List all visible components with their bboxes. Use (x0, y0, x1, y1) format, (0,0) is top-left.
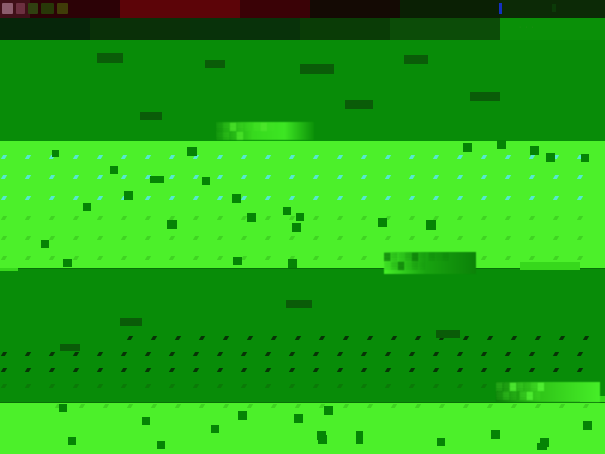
artifact-block (283, 207, 291, 215)
artifact-block (142, 417, 150, 425)
band-region-highlight (0, 141, 605, 268)
artifact-block (463, 143, 472, 152)
artifact-block (59, 404, 67, 412)
artifact-block-bright (0, 268, 18, 271)
text-fragment-lower-line1: ▒░▓▒░▒▓ (496, 382, 545, 391)
artifact-block (294, 414, 303, 423)
text-fragment-lower: ▒░▓▒░▒▓ ░▒░ ▒▓░ (496, 382, 600, 402)
title-bar-seg-4 (240, 0, 310, 18)
band-region-body (0, 268, 605, 403)
artifact-block (187, 147, 197, 156)
artifact-block (426, 220, 436, 230)
artifact-block (68, 437, 76, 445)
artifact-block (150, 176, 164, 183)
artifact-block-bright (520, 262, 580, 270)
artifact-block (546, 153, 555, 162)
toolbar-spacer (500, 18, 605, 40)
artifact-block (83, 203, 91, 211)
artifact-block (52, 150, 59, 157)
band-divider-upper (0, 268, 605, 269)
text-fragment-upper-line2: ░▒░▓ (216, 131, 244, 140)
menu-item-file[interactable] (2, 3, 13, 14)
title-bar-indicator-secondary[interactable] (552, 4, 556, 12)
toolbar[interactable]: · · · (0, 18, 605, 40)
toolbar-group-2[interactable] (90, 18, 190, 40)
title-bar-seg-6 (400, 0, 500, 18)
artifact-block (211, 425, 219, 433)
toolbar-group-5[interactable] (390, 18, 500, 40)
artifact-block (41, 240, 49, 248)
artifact-block (540, 438, 549, 447)
artifact-block (530, 146, 539, 155)
artifact-block-mid (120, 318, 142, 326)
text-fragment-middle-line2: ░▒▓░▒░ (384, 261, 426, 270)
artifact-block (247, 213, 256, 222)
band-divider-lower (0, 402, 605, 403)
artifact-block (378, 218, 387, 227)
title-bar-seg-5 (310, 0, 400, 18)
artifact-block (233, 257, 242, 265)
artifact-block-mid (286, 300, 312, 308)
artifact-block-mid (345, 100, 373, 109)
text-fragment-middle: ▓▒░▒▓░ ▒░▒ ░▒▓░▒░ (384, 252, 476, 274)
artifact-block-mid (97, 53, 123, 63)
artifact-block (238, 411, 247, 420)
text-fragment-upper-line1: ░▒▓▒░ ▒▓░ (216, 122, 275, 131)
artifact-block (324, 406, 333, 415)
title-bar-seg-3 (120, 0, 240, 18)
artifact-block (157, 441, 165, 449)
artifact-block (202, 177, 210, 185)
toolbar-overflow-icon[interactable]: · · · (519, 24, 535, 31)
artifact-block (292, 223, 301, 232)
artifact-block (583, 421, 592, 430)
title-bar-indicator[interactable] (499, 3, 502, 14)
menu-item-edit[interactable] (16, 3, 25, 14)
artifact-block-mid (436, 330, 460, 338)
artifact-block (356, 431, 363, 444)
toolbar-group-3[interactable] (190, 18, 300, 40)
artifact-block (167, 220, 177, 229)
artifact-block-mid (470, 92, 500, 101)
artifact-block (581, 154, 589, 162)
artifact-block (437, 438, 445, 446)
text-fragment-lower-line2: ░▒░ ▒▓░ (496, 391, 541, 400)
artifact-block (288, 259, 297, 268)
artifact-block (296, 213, 304, 221)
artifact-block (63, 259, 72, 267)
text-fragment-middle-line1: ▓▒░▒▓░ ▒░▒ (384, 252, 450, 261)
artifact-block (318, 435, 327, 444)
text-fragment-upper: ░▒▓▒░ ▒▓░ ░▒░▓ (216, 122, 314, 140)
artifact-block (124, 191, 133, 200)
menu-item-help[interactable] (57, 3, 68, 14)
menu-bar[interactable] (2, 1, 68, 16)
toolbar-group-4[interactable] (300, 18, 390, 40)
artifact-block-mid (140, 112, 162, 120)
menu-item-view[interactable] (28, 3, 38, 14)
band-region-footer (0, 403, 605, 454)
artifact-block (491, 430, 500, 439)
toolbar-group-1[interactable] (0, 18, 90, 40)
artifact-block (232, 194, 241, 203)
title-bar[interactable] (0, 0, 605, 18)
artifact-block-mid (60, 344, 80, 351)
artifact-block-mid (205, 60, 225, 68)
artifact-block-mid (404, 55, 428, 64)
artifact-block (110, 166, 118, 174)
artifact-block (497, 140, 506, 149)
menu-item-insert[interactable] (41, 3, 54, 14)
artifact-block-mid (300, 64, 334, 74)
artifact-block (537, 443, 547, 450)
